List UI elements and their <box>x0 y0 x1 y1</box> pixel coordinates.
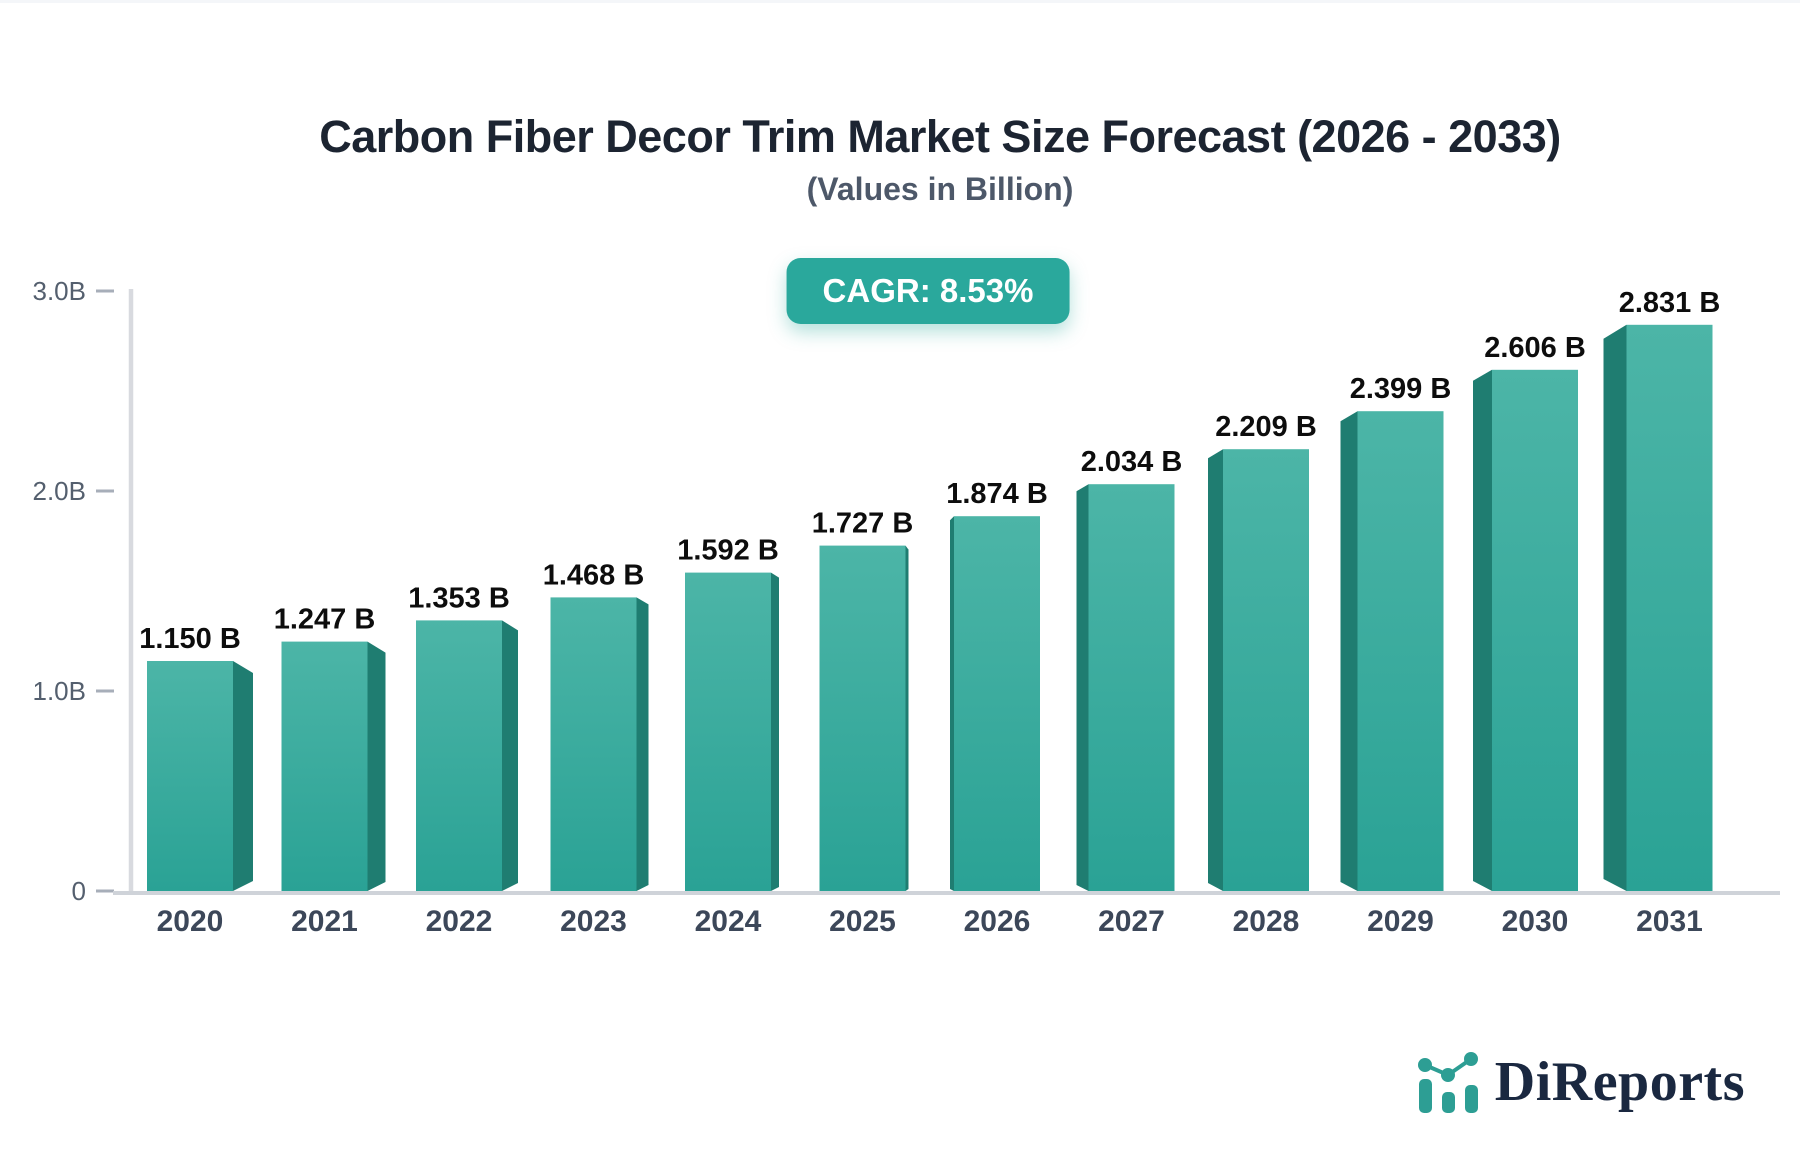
bar-front-face <box>550 597 637 891</box>
x-axis-label-2028: 2028 <box>1233 905 1300 938</box>
bar-front-face <box>819 545 906 891</box>
bar-value-label-2024: 1.592 B <box>677 535 779 567</box>
bar-2029[interactable] <box>1340 411 1444 891</box>
bar-side-face <box>636 597 649 891</box>
bar-side-face <box>905 545 909 891</box>
bar-2022[interactable] <box>416 620 518 891</box>
bar-2027[interactable] <box>1076 484 1175 891</box>
bar-value-label-2023: 1.468 B <box>543 559 645 591</box>
x-axis-label-2022: 2022 <box>426 905 493 938</box>
bar-value-label-2025: 1.727 B <box>812 508 914 540</box>
x-axis-label-2031: 2031 <box>1636 905 1703 938</box>
y-tick-label-3.0B: 3.0B <box>33 276 87 306</box>
bar-value-label-2027: 2.034 B <box>1081 446 1183 478</box>
bar-front-face <box>1492 369 1578 891</box>
x-axis-label-2025: 2025 <box>829 905 896 938</box>
bar-front-face <box>954 516 1040 891</box>
bar-front-face <box>147 661 233 891</box>
bar-value-label-2028: 2.209 B <box>1215 411 1317 443</box>
bar-2024[interactable] <box>685 572 779 891</box>
bar-2031[interactable] <box>1603 324 1713 891</box>
y-tick-label-0: 0 <box>72 876 86 906</box>
x-axis-label-2020: 2020 <box>157 905 224 938</box>
logo-text: DiReports <box>1494 1051 1745 1113</box>
bar-chart-sparkline-icon <box>1417 1052 1478 1113</box>
bar-value-label-2029: 2.399 B <box>1350 373 1452 405</box>
x-axis-label-2024: 2024 <box>695 905 762 938</box>
bar-2025[interactable] <box>819 545 909 891</box>
bar-side-face <box>1208 449 1223 891</box>
bar-side-face <box>771 572 779 891</box>
bar-front-face <box>416 620 502 891</box>
bar-front-face <box>1626 324 1713 891</box>
bar-value-label-2026: 1.874 B <box>946 478 1048 510</box>
bar-value-label-2022: 1.353 B <box>408 582 510 614</box>
y-tick-label-2.0B: 2.0B <box>33 476 87 506</box>
bar-side-face <box>502 620 518 891</box>
bar-2023[interactable] <box>550 597 649 891</box>
bar-side-face <box>367 641 386 891</box>
bar-side-face <box>1076 484 1089 891</box>
direports-logo: DiReports <box>1417 1049 1745 1115</box>
bar-side-face <box>1603 324 1627 891</box>
chart-subtitle: (Values in Billion) <box>806 171 1074 207</box>
x-axis-label-2030: 2030 <box>1502 905 1569 938</box>
bar-front-face <box>1223 449 1309 891</box>
axis-layer: 3.0B 2.0B 1.0B 0 <box>33 276 134 906</box>
bars-layer <box>147 324 1713 891</box>
bar-2021[interactable] <box>281 641 386 891</box>
bar-value-label-2021: 1.247 B <box>274 604 376 636</box>
x-axis-label-2023: 2023 <box>560 905 627 938</box>
bar-side-face <box>1473 369 1492 891</box>
bar-front-face <box>1088 484 1175 891</box>
bar-side-face <box>950 516 954 891</box>
bar-2020[interactable] <box>147 661 253 891</box>
chart-title: Carbon Fiber Decor Trim Market Size Fore… <box>319 111 1561 162</box>
bar-front-face <box>685 572 771 891</box>
bar-side-face <box>233 661 253 891</box>
bar-front-face <box>281 641 368 891</box>
labels-layer: 1.150 B 2020 1.247 B 2021 1.353 B 2022 1.468 B… <box>113 287 1780 938</box>
bar-side-face <box>1340 411 1358 891</box>
x-axis-label-2026: 2026 <box>964 905 1031 938</box>
x-axis-label-2021: 2021 <box>291 905 358 938</box>
bar-front-face <box>1357 411 1444 891</box>
bar-value-label-2030: 2.606 B <box>1484 332 1586 364</box>
bar-value-label-2020: 1.150 B <box>139 623 241 655</box>
bar-2030[interactable] <box>1473 369 1578 891</box>
bar-chart: 3.0B 2.0B 1.0B 0 1.150 B 2020 1.247 B 2021 1.35… <box>33 276 1780 938</box>
y-tick-label-1.0B: 1.0B <box>33 676 87 706</box>
bar-value-label-2031: 2.831 B <box>1619 287 1721 319</box>
bar-2026[interactable] <box>950 516 1040 891</box>
cagr-badge: CAGR: 8.53% <box>786 258 1070 324</box>
x-axis-label-2027: 2027 <box>1098 905 1165 938</box>
bar-2028[interactable] <box>1208 449 1309 891</box>
x-axis-label-2029: 2029 <box>1367 905 1434 938</box>
